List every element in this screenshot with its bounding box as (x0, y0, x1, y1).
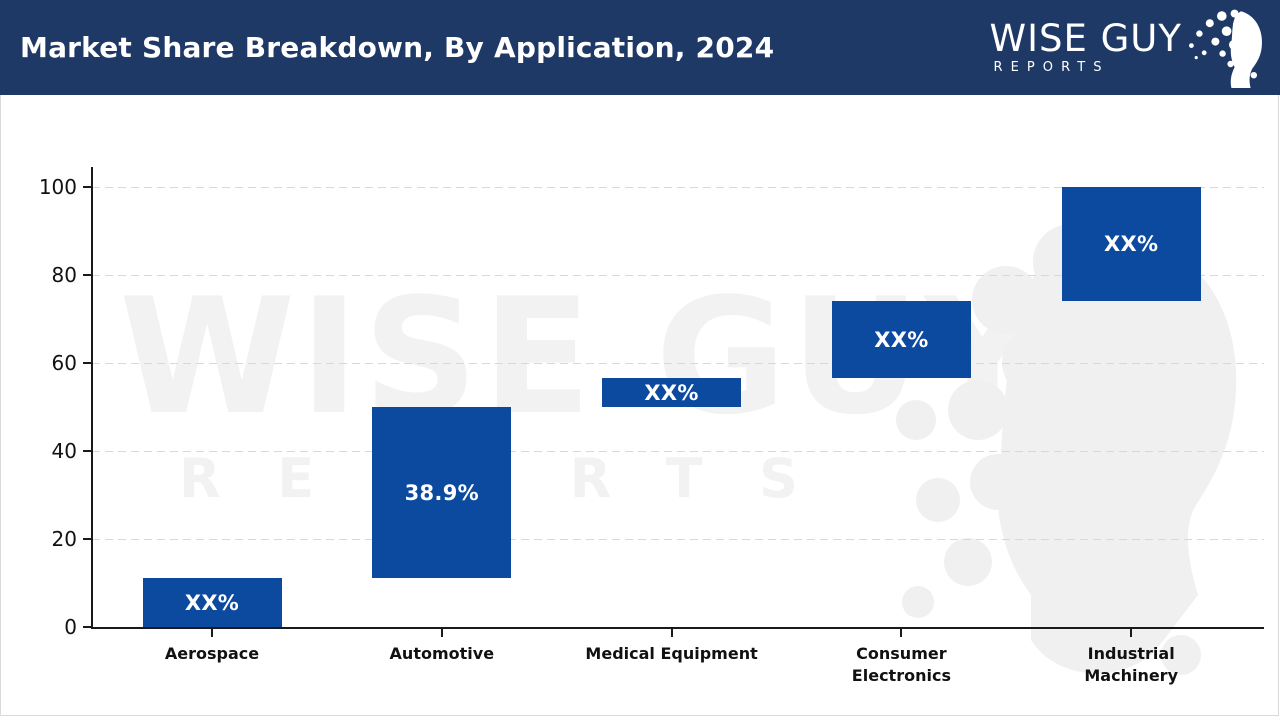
x-tick-aerospace (211, 629, 213, 637)
bar-value-label: 38.9% (404, 480, 479, 505)
y-tick-label: 40 (51, 439, 77, 463)
bar-industrial-machinery: XX% (1061, 187, 1201, 302)
y-tick-label: 100 (38, 175, 77, 199)
category-label-industrial-machinery: Industrial Machinery (1084, 644, 1178, 685)
category-label-medical-equipment: Medical Equipment (585, 644, 758, 663)
page-title: Market Share Breakdown, By Application, … (20, 31, 775, 64)
bar-consumer-electronics: XX% (831, 301, 971, 379)
bar-automotive: 38.9% (372, 407, 512, 579)
y-tick-80 (83, 274, 91, 276)
gridline-20 (92, 539, 1264, 540)
gridline-100 (92, 187, 1264, 188)
x-tick-industrial-machinery (1130, 629, 1133, 637)
y-axis-line (91, 167, 93, 629)
bar-aerospace: XX% (142, 578, 282, 627)
wiseguy-face-icon (1189, 9, 1262, 88)
y-tick-label: 60 (51, 351, 77, 375)
category-label-aerospace: Aerospace (164, 644, 260, 663)
y-tick-40 (83, 450, 91, 452)
bar-value-label: XX% (874, 327, 929, 352)
logo-brand-name: WISE GUY (989, 17, 1182, 61)
logo-text: WISE GUY REPORTS (989, 17, 1182, 75)
y-tick-60 (83, 362, 91, 364)
bar-value-label: XX% (1104, 232, 1159, 257)
wiseguy-logo: WISE GUY REPORTS (990, 8, 1266, 88)
header: Market Share Breakdown, By Application, … (0, 0, 1280, 95)
bar-medical-equipment: XX% (602, 378, 742, 407)
y-tick-100 (83, 186, 91, 188)
x-tick-automotive (440, 629, 443, 637)
logo-brand-subtitle: REPORTS (993, 59, 1110, 75)
chart-area: WISE GUY REPORTS 0 20 40 60 80 100 XX% Aerospac… (0, 95, 1279, 716)
y-tick-20 (83, 538, 91, 540)
category-label-consumer-electronics: Consumer Electronics (851, 644, 951, 685)
y-tick-0 (83, 626, 91, 628)
x-tick-consumer-electronics (900, 629, 903, 637)
gridline-40 (92, 451, 1264, 452)
x-axis-line (91, 627, 1264, 629)
category-label-automotive: Automotive (389, 644, 495, 663)
watermark-brand-subtext: REPORTS (179, 447, 855, 510)
x-tick-medical-equipment (670, 629, 673, 637)
gridline-60 (92, 363, 1264, 364)
bar-value-label: XX% (644, 380, 699, 405)
bar-value-label: XX% (184, 590, 240, 615)
y-tick-label: 0 (64, 615, 77, 639)
y-tick-label: 80 (51, 263, 77, 287)
gridline-80 (92, 275, 1264, 276)
y-tick-label: 20 (51, 527, 77, 551)
